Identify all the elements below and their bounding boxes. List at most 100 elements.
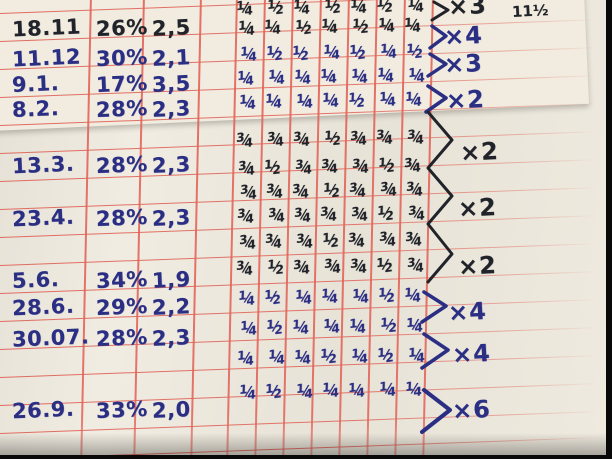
fraction-cell: 1⁄2 xyxy=(405,40,424,61)
photo-edge-right xyxy=(606,0,612,459)
cell-date: 9.1. xyxy=(11,70,60,98)
cell-date: 26.9. xyxy=(11,396,75,424)
fraction-cell: 1⁄4 xyxy=(320,286,339,307)
fraction-cell: 1⁄4 xyxy=(376,65,395,86)
cell-percent: 28% xyxy=(95,151,149,179)
fraction-cell: 3⁄4 xyxy=(292,180,309,202)
fraction-cell: 1⁄4 xyxy=(240,318,257,339)
fraction-cell: 3⁄4 xyxy=(380,179,397,200)
fraction-cell: 1⁄4 xyxy=(294,286,312,308)
fraction-cell: 1⁄4 xyxy=(291,316,310,338)
fraction-cell: 3⁄4 xyxy=(404,154,421,175)
fraction-cell: 3⁄4 xyxy=(239,182,257,203)
cell-percent: 28% xyxy=(95,95,149,123)
fraction-cell: 1⁄2 xyxy=(266,0,284,18)
multiplier-label: ×3 xyxy=(447,0,488,22)
multiplier-label: ×2 xyxy=(457,192,498,224)
cell-weight: 2,3 xyxy=(151,325,192,351)
fraction-cell: 1⁄2 xyxy=(266,43,283,64)
fraction-cell: 1⁄2 xyxy=(263,157,281,178)
cell-percent: 26% xyxy=(95,14,149,42)
cell-weight: 2,3 xyxy=(151,96,192,122)
fraction-cell: 1⁄4 xyxy=(407,0,424,15)
fraction-cell: 1⁄2 xyxy=(322,180,340,201)
multiplier-label: ×2 xyxy=(457,250,498,282)
fraction-cell: 3⁄4 xyxy=(293,256,310,278)
fraction-cell: 3⁄4 xyxy=(235,129,254,151)
fraction-cell: 1⁄2 xyxy=(379,315,398,336)
cell-percent: 30% xyxy=(95,44,149,72)
fraction-cell: 1⁄4 xyxy=(378,379,396,400)
multiplier-label: ×3 xyxy=(443,48,484,80)
fraction-cell: 3⁄4 xyxy=(235,258,253,279)
fraction-cell: 1⁄4 xyxy=(352,285,369,307)
fraction-cell: 1⁄2 xyxy=(291,42,309,64)
fraction-cell: 1⁄2 xyxy=(377,285,395,306)
cell-date: 13.3. xyxy=(11,151,75,179)
fraction-cell: 1⁄4 xyxy=(403,14,421,35)
cell-date: 30.07. xyxy=(11,324,90,352)
fraction-cell: 1⁄4 xyxy=(349,0,367,17)
cell-date: 5.6. xyxy=(11,266,60,294)
fraction-cell: 3⁄4 xyxy=(293,204,311,226)
fraction-cell: 1⁄2 xyxy=(347,89,366,110)
cell-weight: 3,5 xyxy=(151,71,192,97)
fraction-cell: 1⁄2 xyxy=(319,346,337,367)
fraction-cell: 3⁄4 xyxy=(406,254,424,275)
cell-weight: 2,2 xyxy=(151,294,192,320)
fraction-cell: 1⁄4 xyxy=(350,65,368,87)
fraction-cell: 1⁄4 xyxy=(267,347,286,368)
fraction-cell: 1⁄4 xyxy=(320,66,337,87)
cell-weight: 1,9 xyxy=(151,267,192,293)
fraction-cell: 1⁄4 xyxy=(403,284,422,305)
cell-weight: 2,3 xyxy=(151,205,192,231)
fraction-cell: 1⁄2 xyxy=(376,255,393,276)
fraction-cell: 3⁄4 xyxy=(295,230,314,252)
fraction-cell: 3⁄4 xyxy=(239,232,256,253)
multiplier-label: ×2 xyxy=(445,84,486,116)
fraction-cell: 1⁄4 xyxy=(236,348,254,369)
fraction-cell: 3⁄4 xyxy=(236,205,255,227)
fraction-cell: 1⁄4 xyxy=(293,66,312,88)
fraction-cell: 3⁄4 xyxy=(292,128,310,150)
fraction-cell: 3⁄4 xyxy=(405,228,422,249)
header-note: 11½ xyxy=(511,1,549,21)
fraction-cell: 1⁄2 xyxy=(265,317,283,338)
fraction-cell: 3⁄4 xyxy=(321,156,338,177)
fraction-cell: 1⁄4 xyxy=(378,15,395,36)
fraction-cell: 3⁄4 xyxy=(378,229,397,250)
fraction-cell: 1⁄2 xyxy=(349,41,366,63)
fraction-cell: 1⁄4 xyxy=(321,90,339,111)
cell-date: 18.11 xyxy=(11,14,82,42)
cell-percent: 29% xyxy=(95,293,149,321)
fraction-cell: 3⁄4 xyxy=(347,229,365,251)
fraction-cell: 3⁄4 xyxy=(238,158,255,179)
multiplier-label: ×2 xyxy=(459,136,500,168)
cell-percent: 34% xyxy=(95,266,149,294)
fraction-cell: 1⁄2 xyxy=(377,345,394,366)
fraction-cell: 1⁄4 xyxy=(404,378,423,399)
fraction-cell: 1⁄2 xyxy=(322,230,339,251)
fraction-cell: 1⁄4 xyxy=(295,380,313,402)
fraction-cell: 3⁄4 xyxy=(351,203,368,225)
fraction-cell: 3⁄4 xyxy=(294,156,313,178)
fraction-cell: 1⁄4 xyxy=(238,381,257,403)
fraction-cell: 1⁄4 xyxy=(322,42,341,63)
cell-weight: 2,0 xyxy=(151,397,192,423)
multiplier-label: ×4 xyxy=(451,338,492,370)
fraction-cell: 3⁄4 xyxy=(323,256,341,277)
fraction-cell: 1⁄2 xyxy=(266,257,285,278)
fraction-cell: 1⁄2 xyxy=(377,155,396,176)
fraction-cell: 1⁄2 xyxy=(295,16,312,38)
fraction-cell: 1⁄4 xyxy=(267,67,285,88)
fraction-cell: 3⁄4 xyxy=(267,129,284,150)
fraction-cell: 1⁄2 xyxy=(376,203,394,224)
cell-weight: 2,5 xyxy=(151,15,192,41)
fraction-cell: 3⁄4 xyxy=(375,127,393,148)
fraction-cell: 1⁄2 xyxy=(265,381,282,402)
fraction-cell: 3⁄4 xyxy=(265,181,284,202)
fraction-cell: 1⁄2 xyxy=(323,128,342,149)
fraction-cell: 1⁄4 xyxy=(323,316,340,337)
cell-date: 28.6. xyxy=(11,293,75,321)
fraction-cell: 1⁄4 xyxy=(239,43,258,65)
